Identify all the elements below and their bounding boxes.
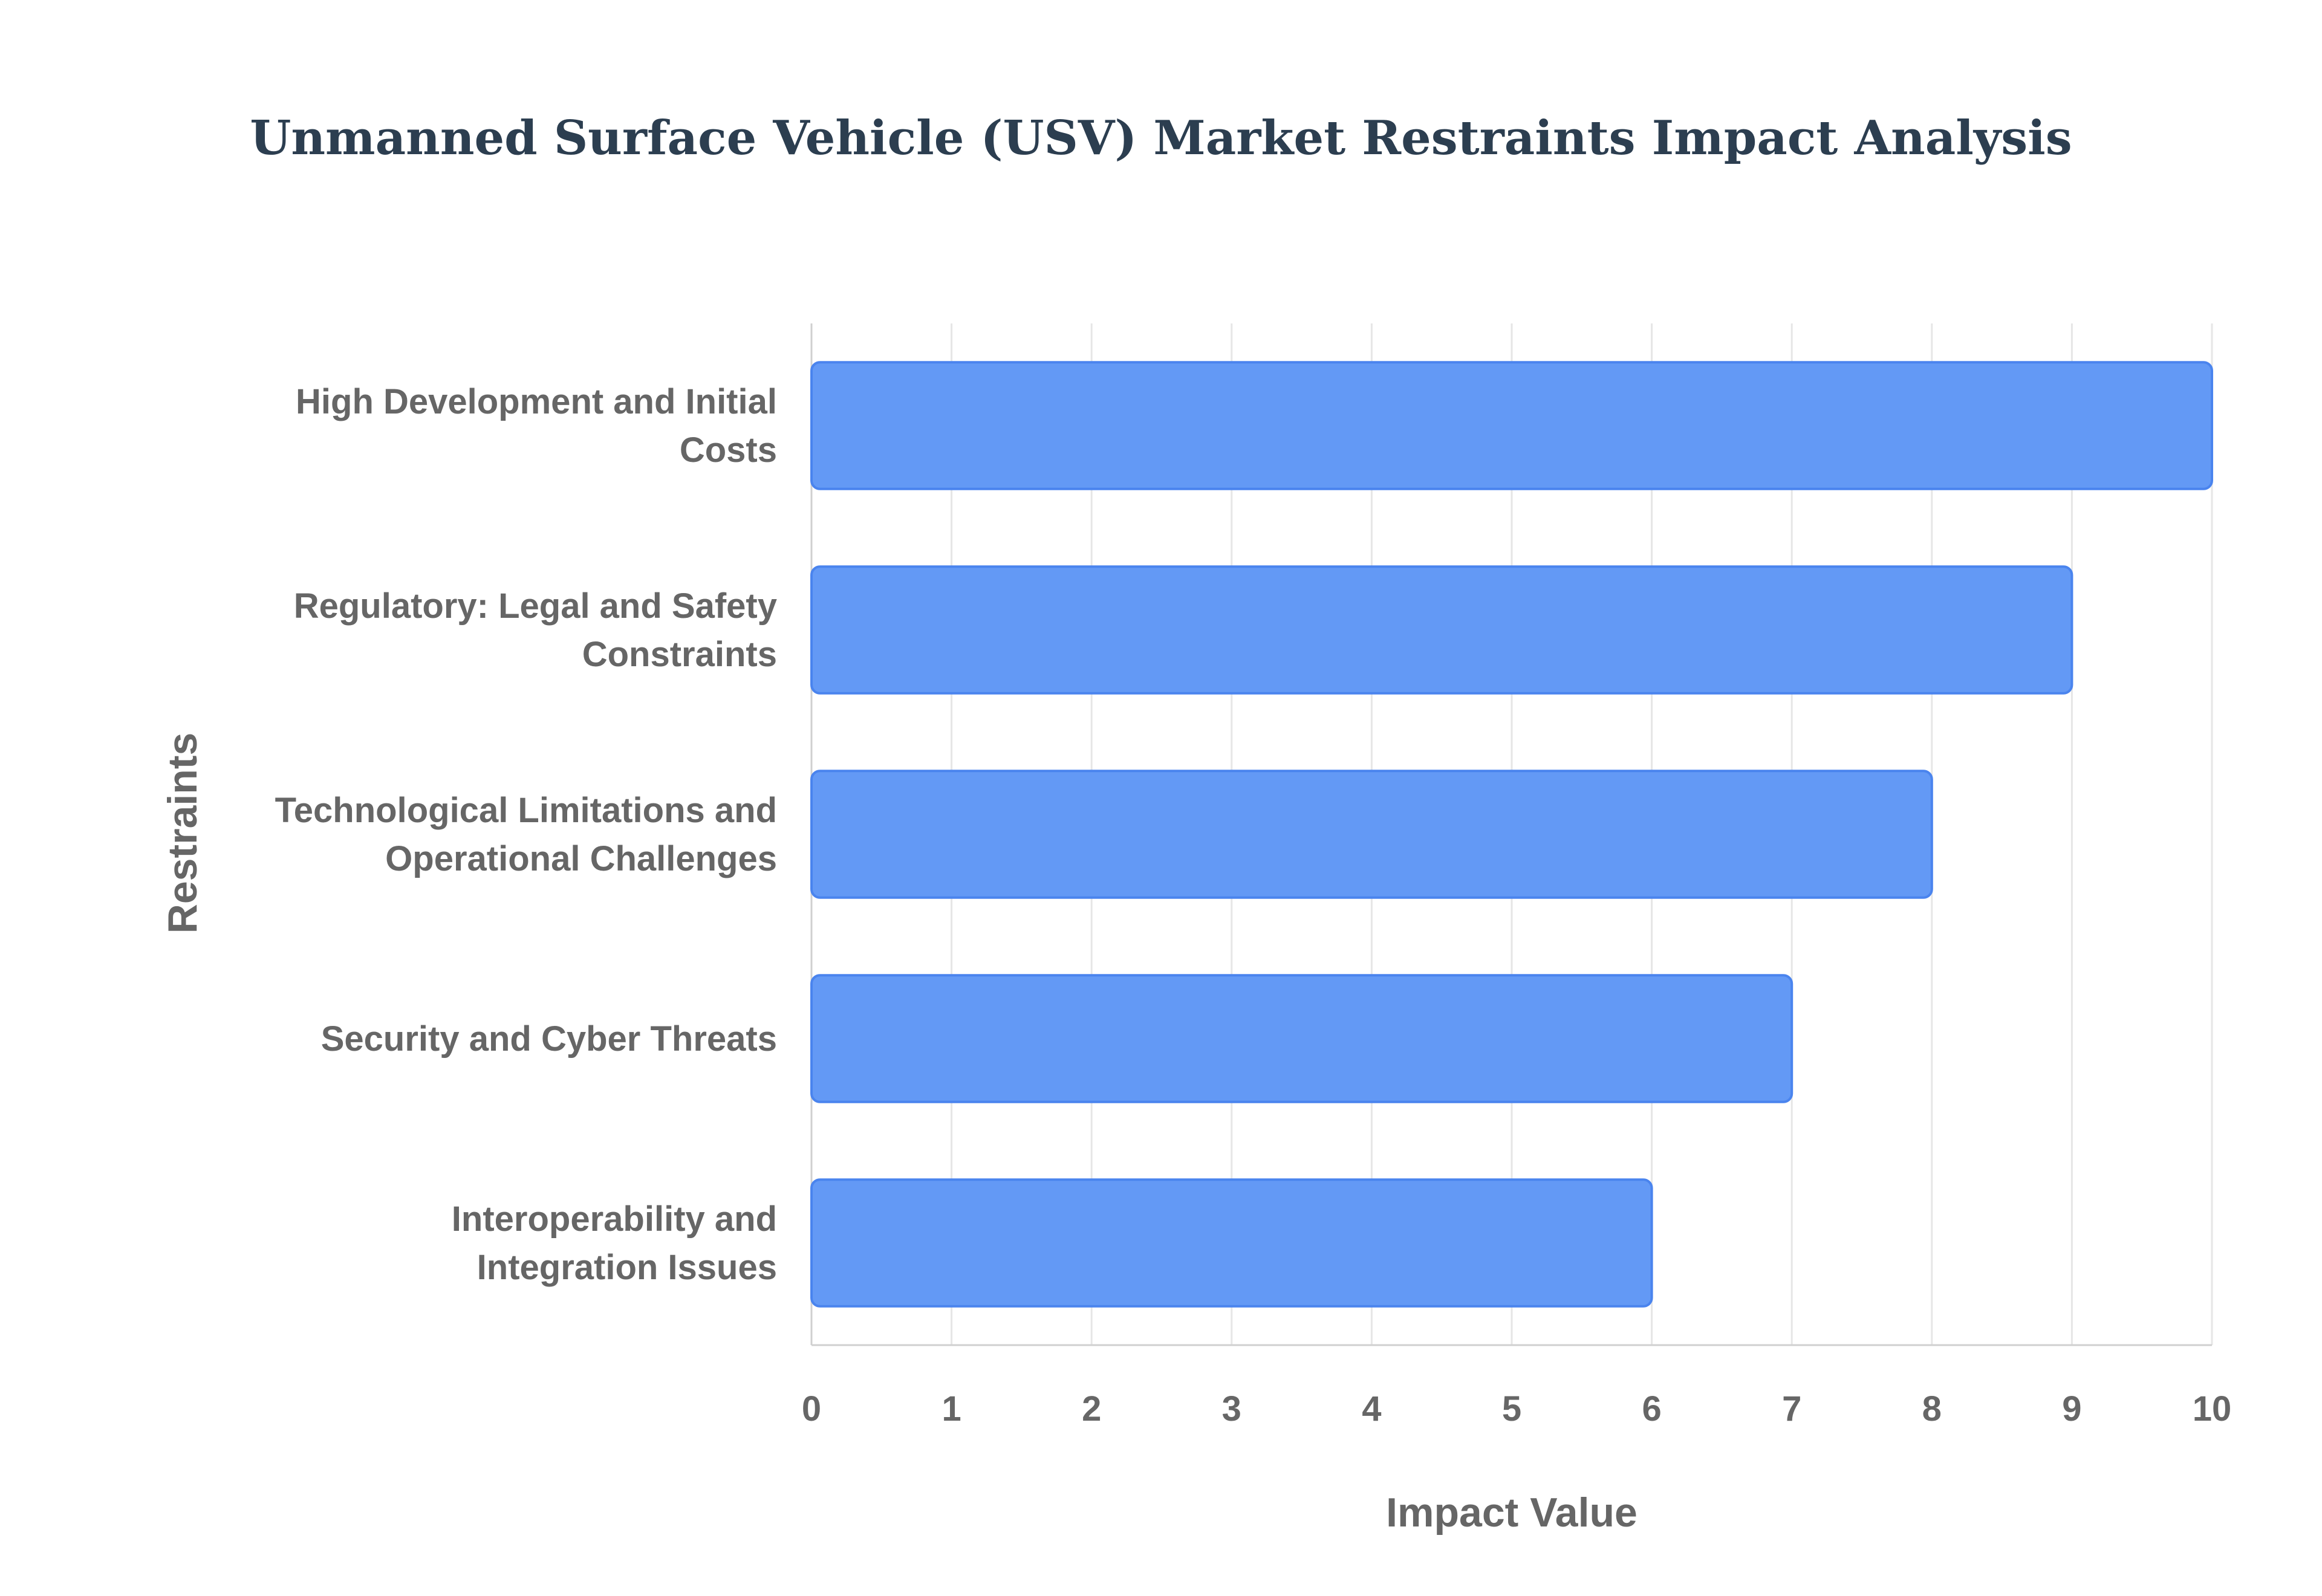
x-tick-label: 5 <box>1502 1389 1521 1429</box>
category-label-line: Integration Issues <box>477 1248 777 1287</box>
x-axis-title: Impact Value <box>1386 1490 1637 1536</box>
category-label: Security and Cyber Threats <box>321 1019 777 1059</box>
bars <box>810 361 2213 1308</box>
category-label: Technological Limitations and Operational… <box>275 791 777 878</box>
x-tick-label: 6 <box>1642 1389 1661 1429</box>
bar <box>810 974 1794 1103</box>
category-label-line: Constraints <box>582 635 777 674</box>
chart-title: Unmanned Surface Vehicle (USV) Market Re… <box>250 111 2072 166</box>
x-tick-label: 7 <box>1782 1389 1801 1429</box>
x-tick-label: 9 <box>2062 1389 2081 1429</box>
bar <box>810 565 2073 695</box>
bar <box>810 361 2213 490</box>
category-label-line: Interoperability and <box>452 1199 777 1239</box>
category-label: Regulatory: Legal and Safety Constraints <box>294 586 777 674</box>
category-labels: High Development and Initial Costs Regulat… <box>275 382 777 1287</box>
category-label-line: High Development and Initial <box>296 382 777 421</box>
x-tick-label: 1 <box>941 1389 961 1429</box>
category-label: Interoperability and Integration Issues <box>452 1199 777 1287</box>
category-label: High Development and Initial Costs <box>296 382 777 470</box>
x-tick-label: 0 <box>802 1389 821 1429</box>
bar <box>810 770 1933 899</box>
x-tick-label: 2 <box>1082 1389 1101 1429</box>
category-label-line: Security and Cyber Threats <box>321 1019 777 1059</box>
x-tick-label: 4 <box>1362 1389 1381 1429</box>
category-label-line: Regulatory: Legal and Safety <box>294 586 777 626</box>
category-label-line: Costs <box>680 430 777 470</box>
y-axis-title: Restraints <box>160 733 206 934</box>
category-label-line: Operational Challenges <box>385 839 777 878</box>
x-tick-label: 8 <box>1922 1389 1942 1429</box>
x-tick-labels: 0 1 2 3 4 5 6 7 8 9 10 <box>802 1389 2231 1429</box>
bar <box>810 1178 1653 1308</box>
x-tick-label: 3 <box>1222 1389 1241 1429</box>
category-label-line: Technological Limitations and <box>275 791 777 830</box>
x-tick-label: 10 <box>2193 1389 2232 1429</box>
